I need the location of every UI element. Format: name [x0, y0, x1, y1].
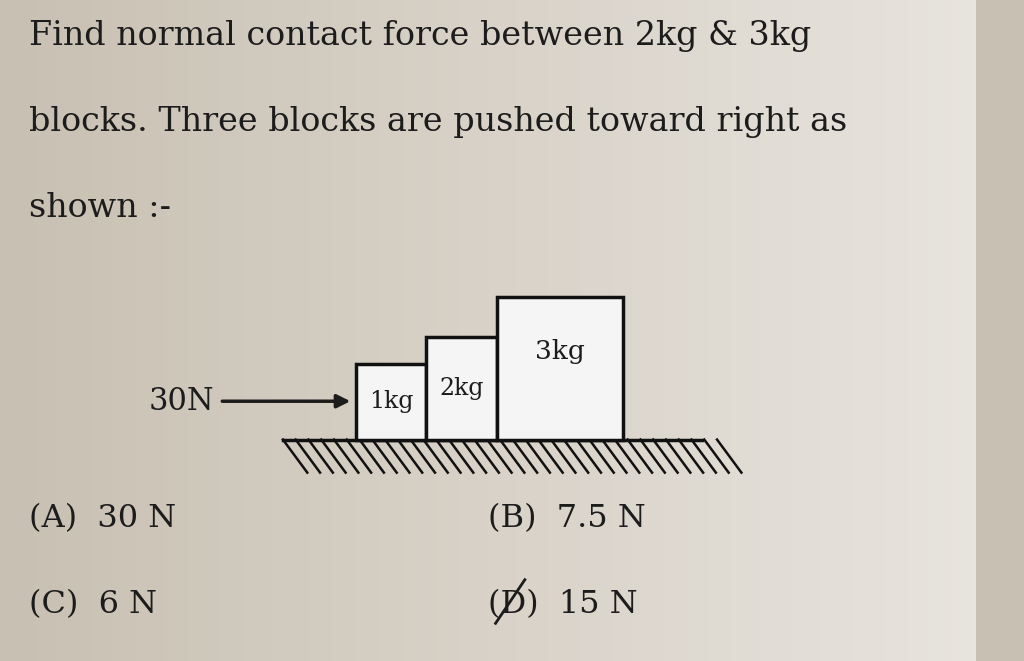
- Text: 30N: 30N: [150, 386, 215, 416]
- Text: 1kg: 1kg: [369, 390, 414, 413]
- Text: 2kg: 2kg: [439, 377, 483, 400]
- Text: (D)  15 N: (D) 15 N: [487, 590, 637, 620]
- Text: (C)  6 N: (C) 6 N: [30, 590, 158, 620]
- Bar: [426, 337, 497, 440]
- Text: (B)  7.5 N: (B) 7.5 N: [487, 504, 645, 534]
- Text: blocks. Three blocks are pushed toward right as: blocks. Three blocks are pushed toward r…: [30, 106, 848, 137]
- Text: shown :-: shown :-: [30, 192, 171, 223]
- Text: Find normal contact force between 2kg & 3kg: Find normal contact force between 2kg & …: [30, 20, 811, 52]
- Text: 3kg: 3kg: [535, 339, 585, 364]
- Bar: [497, 297, 624, 440]
- Text: (A)  30 N: (A) 30 N: [30, 504, 176, 534]
- Bar: [356, 364, 426, 440]
